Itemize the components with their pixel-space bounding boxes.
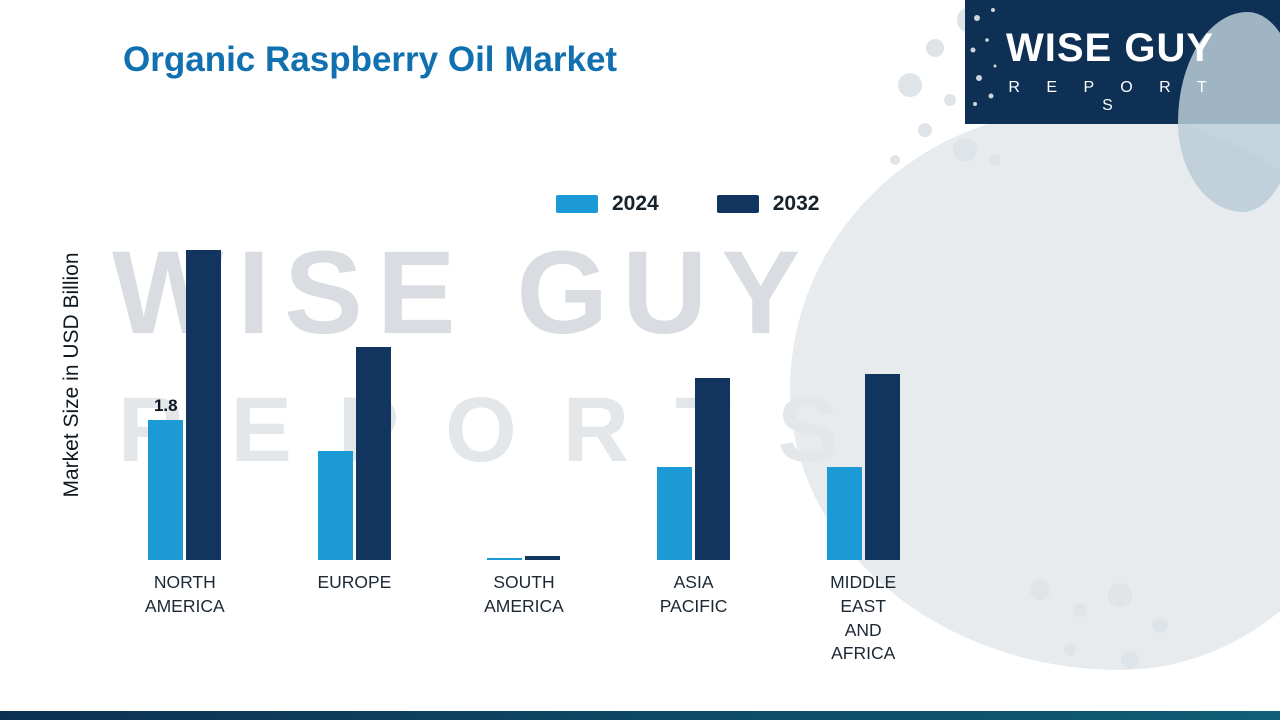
legend-label-2032: 2032 (772, 192, 820, 215)
page-title: Organic Raspberry Oil Market (123, 40, 618, 79)
category-label-south-america: SOUTH AMERICA (484, 572, 564, 616)
bars-north-america: 1.8 (148, 230, 222, 560)
bar-2024-south-america (487, 557, 523, 560)
category-label-north-america: NORTH AMERICA (144, 572, 225, 616)
category-label-europe: EUROPE (317, 572, 392, 592)
category-label-asia-pacific: ASIA PACIFIC (659, 572, 728, 616)
logo-dots-icon (970, 8, 997, 106)
bar-2032-middle-east-and-africa (864, 373, 900, 560)
watermark-wise-guy: WISE GUY (112, 227, 815, 359)
bar-group-middle-east-and-africa: MIDDLE EAST AND AFRICA (778, 230, 948, 666)
bar-2024-asia-pacific (657, 466, 693, 560)
legend: 2024 2032 (556, 192, 819, 216)
footer-bar (0, 711, 1280, 720)
bars-south-america (487, 230, 561, 560)
bar-2032-south-america (525, 556, 561, 560)
legend-label-2024: 2024 (612, 192, 659, 215)
bar-group-south-america: SOUTH AMERICA (439, 230, 609, 666)
bar-chart: 1.8 NORTH AMERICA EUROPE SOUTH AMERICA ASIA PAC… (100, 230, 948, 666)
legend-swatch-2032 (716, 195, 759, 213)
bars-middle-east-and-africa (826, 230, 900, 560)
bar-2024-middle-east-and-africa (826, 466, 862, 560)
y-axis-label: Market Size in USD Billion (60, 252, 83, 498)
bar-group-asia-pacific: ASIA PACIFIC (609, 230, 779, 666)
logo-reports: R E P O R T S (1008, 79, 1218, 114)
legend-item-2024: 2024 (556, 192, 659, 216)
bar-group-north-america: 1.8 NORTH AMERICA (100, 230, 270, 666)
bar-2032-europe (355, 346, 391, 560)
legend-swatch-2024 (556, 195, 598, 213)
bar-group-europe: EUROPE (270, 230, 440, 666)
logo-panel: WISE GUY R E P O R T S (965, 0, 1280, 212)
bar-2024-europe (317, 451, 353, 560)
bar-2032-asia-pacific (695, 377, 731, 560)
bars-europe (317, 230, 391, 560)
bar-value-label-north-america: 1.8 (153, 396, 178, 416)
bar-2024-north-america: 1.8 (148, 396, 184, 560)
dots-pattern-bottom (1030, 580, 1168, 669)
logo-text: WISE GUY R E P O R T S (995, 26, 1225, 115)
category-label-middle-east-and-africa: MIDDLE EAST AND AFRICA (830, 572, 897, 664)
bars-asia-pacific (657, 230, 731, 560)
legend-item-2032: 2032 (716, 192, 820, 216)
logo-wise-guy: WISE GUY (1005, 26, 1215, 70)
bar-2032-north-america (186, 249, 222, 560)
